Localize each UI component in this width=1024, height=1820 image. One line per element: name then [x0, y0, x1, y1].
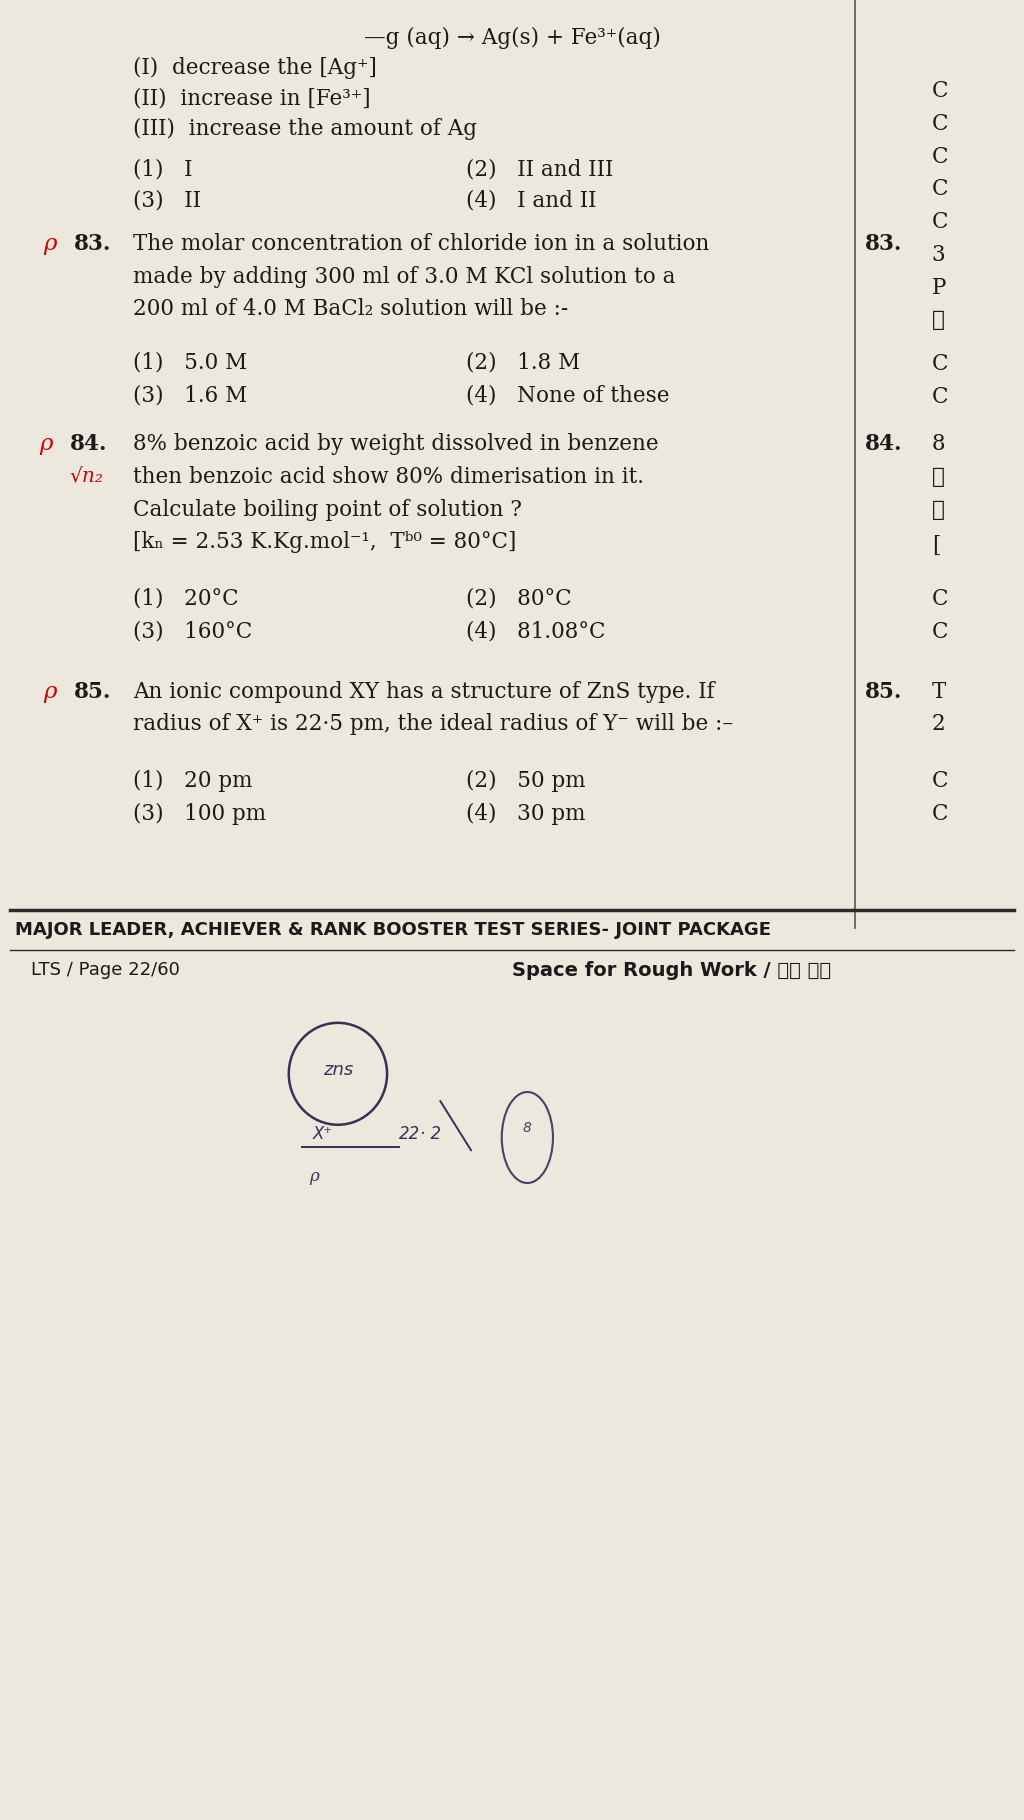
Text: made by adding 300 ml of 3.0 M KCl solution to a: made by adding 300 ml of 3.0 M KCl solut…: [133, 266, 676, 288]
Text: (1)   20 pm: (1) 20 pm: [133, 770, 253, 792]
Text: (4)   I and II: (4) I and II: [466, 189, 596, 211]
Text: 8% benzoic acid by weight dissolved in benzene: 8% benzoic acid by weight dissolved in b…: [133, 433, 658, 455]
Text: · 2: · 2: [420, 1125, 441, 1143]
Text: An ionic compound XY has a structure of ZnS type. If: An ionic compound XY has a structure of …: [133, 681, 715, 703]
Text: C: C: [932, 353, 948, 375]
Text: X⁺: X⁺: [312, 1125, 333, 1143]
Text: C: C: [932, 621, 948, 642]
Text: ρ: ρ: [43, 233, 56, 255]
Text: (3)   160°C: (3) 160°C: [133, 621, 252, 642]
Text: C: C: [932, 146, 948, 167]
Text: (4)   81.08°C: (4) 81.08°C: [466, 621, 605, 642]
Text: (I)  decrease the [Ag⁺]: (I) decrease the [Ag⁺]: [133, 56, 377, 78]
Text: —g (aq) → Ag(s) + Fe³⁺(aq): —g (aq) → Ag(s) + Fe³⁺(aq): [364, 27, 660, 49]
Text: आ: आ: [932, 466, 945, 488]
Text: (2)   1.8 M: (2) 1.8 M: [466, 351, 581, 373]
Text: 84.: 84.: [865, 433, 903, 455]
Text: 2: 2: [932, 713, 945, 735]
Text: (3)   II: (3) II: [133, 189, 201, 211]
Text: 8: 8: [932, 433, 945, 455]
Text: त: त: [932, 499, 945, 521]
Text: (3)   100 pm: (3) 100 pm: [133, 803, 266, 824]
Text: ρ: ρ: [309, 1168, 319, 1185]
Text: C: C: [932, 211, 948, 233]
Text: then benzoic acid show 80% dimerisation in it.: then benzoic acid show 80% dimerisation …: [133, 466, 644, 488]
Text: (4)   None of these: (4) None of these: [466, 384, 670, 406]
Text: (3)   1.6 M: (3) 1.6 M: [133, 384, 248, 406]
Text: C: C: [932, 80, 948, 102]
Text: स: स: [932, 309, 945, 331]
Text: C: C: [932, 386, 948, 408]
Text: [kₙ = 2.53 K.Kg.mol⁻¹,  Tᵇ⁰ = 80°C]: [kₙ = 2.53 K.Kg.mol⁻¹, Tᵇ⁰ = 80°C]: [133, 531, 516, 553]
Text: radius of X⁺ is 22·5 pm, the ideal radius of Y⁻ will be :–: radius of X⁺ is 22·5 pm, the ideal radiu…: [133, 713, 733, 735]
Text: 3: 3: [932, 244, 945, 266]
Text: 85.: 85.: [74, 681, 111, 703]
Text: ρ: ρ: [43, 681, 56, 703]
Text: The molar concentration of chloride ion in a solution: The molar concentration of chloride ion …: [133, 233, 710, 255]
Text: C: C: [932, 588, 948, 610]
Text: Calculate boiling point of solution ?: Calculate boiling point of solution ?: [133, 499, 522, 521]
Text: (1)   20°C: (1) 20°C: [133, 588, 239, 610]
Text: (III)  increase the amount of Ag: (III) increase the amount of Ag: [133, 118, 477, 140]
Text: 200 ml of 4.0 M BaCl₂ solution will be :-: 200 ml of 4.0 M BaCl₂ solution will be :…: [133, 298, 568, 320]
Text: MAJOR LEADER, ACHIEVER & RANK BOOSTER TEST SERIES- JOINT PACKAGE: MAJOR LEADER, ACHIEVER & RANK BOOSTER TE…: [15, 921, 771, 939]
Text: ρ: ρ: [39, 433, 52, 455]
Text: 22: 22: [399, 1125, 421, 1143]
Text: C: C: [932, 803, 948, 824]
Text: P: P: [932, 277, 946, 298]
Text: C: C: [932, 113, 948, 135]
Text: C: C: [932, 178, 948, 200]
Text: zns: zns: [323, 1061, 353, 1079]
Text: (2)   80°C: (2) 80°C: [466, 588, 571, 610]
Text: 84.: 84.: [70, 433, 108, 455]
Text: (II)  increase in [Fe³⁺]: (II) increase in [Fe³⁺]: [133, 87, 371, 109]
Text: (1)   I: (1) I: [133, 158, 193, 180]
Text: (2)   II and III: (2) II and III: [466, 158, 613, 180]
Text: C: C: [932, 770, 948, 792]
Text: 83.: 83.: [865, 233, 902, 255]
Text: [: [: [932, 535, 940, 557]
Text: LTS / Page 22/60: LTS / Page 22/60: [31, 961, 179, 979]
Text: 85.: 85.: [865, 681, 902, 703]
Text: (4)   30 pm: (4) 30 pm: [466, 803, 586, 824]
Text: T: T: [932, 681, 946, 703]
Text: (2)   50 pm: (2) 50 pm: [466, 770, 586, 792]
Text: 83.: 83.: [74, 233, 111, 255]
Text: (1)   5.0 M: (1) 5.0 M: [133, 351, 248, 373]
Text: Space for Rough Work / रफ का: Space for Rough Work / रफ का: [512, 961, 831, 979]
Text: 8: 8: [523, 1121, 531, 1136]
Text: √n₂: √n₂: [70, 466, 103, 484]
